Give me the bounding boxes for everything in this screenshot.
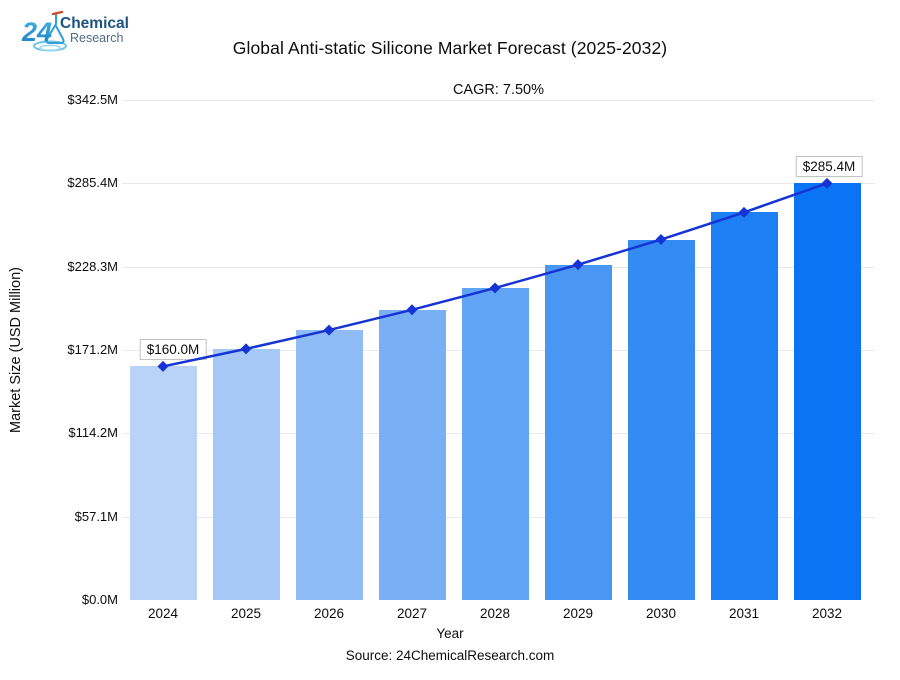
marker-2032: [821, 177, 833, 189]
bar-2027: [378, 309, 446, 600]
company-logo: 24 Chemical Research: [21, 10, 129, 52]
bar-2030: [627, 239, 695, 600]
marker-2031: [738, 206, 750, 218]
chart-title: Global Anti-static Silicone Market Forec…: [232, 38, 668, 58]
bar-2029: [544, 264, 612, 600]
marker-2024: [157, 360, 169, 372]
y-tick-label: $228.3M: [67, 258, 118, 274]
y-tick-label: $342.5M: [67, 92, 118, 107]
bar-2025: [212, 348, 280, 600]
bar-2032: [793, 183, 861, 600]
data-label-2032: $285.4M: [795, 156, 863, 178]
x-tick-label-2027: 2027: [396, 606, 428, 621]
x-tick-label-2032: 2032: [811, 606, 843, 621]
y-tick-label: $285.4M: [67, 175, 118, 191]
marker-2030: [655, 234, 667, 246]
marker-2025: [240, 343, 252, 355]
plot-area: $160.0M $285.4M: [122, 100, 875, 600]
marker-2028: [489, 282, 501, 294]
x-axis-title: Year: [436, 626, 464, 641]
trend-line: [162, 182, 828, 368]
bar-2031: [710, 212, 778, 600]
source-credit: Source: 24ChemicalResearch.com: [345, 648, 555, 663]
bar-2026: [295, 330, 363, 600]
flask-icon: [45, 10, 65, 44]
marker-2029: [572, 259, 584, 271]
y-tick-label: $0.0M: [81, 592, 118, 607]
x-tick-label-2025: 2025: [230, 606, 262, 621]
y-tick-label: $114.2M: [68, 425, 118, 441]
gridline: [122, 183, 875, 185]
logo-number: 24: [21, 17, 52, 47]
y-tick-label: $171.2M: [67, 342, 118, 358]
chart-subtitle: CAGR: 7.50%: [452, 82, 545, 98]
trend-line-layer: [157, 177, 833, 372]
x-tick-label-2029: 2029: [562, 606, 594, 621]
x-tick-label-2026: 2026: [313, 606, 345, 621]
logo-name-bottom: Research: [70, 31, 124, 45]
logo-name-top: Chemical: [60, 15, 129, 32]
x-tick-label-2028: 2028: [479, 606, 511, 621]
bar-2024: [129, 366, 197, 600]
x-tick-label-2030: 2030: [645, 606, 677, 621]
y-tick-label: $57.1M: [74, 508, 118, 524]
x-tick-label-2024: 2024: [147, 606, 179, 621]
x-tick-label-2031: 2031: [728, 606, 760, 621]
marker-2026: [323, 324, 335, 336]
gridline: [122, 100, 875, 101]
logo-swirl-icon: [33, 40, 67, 52]
marker-2027: [406, 304, 418, 316]
data-label-2024: $160.0M: [139, 339, 207, 361]
gridline: [122, 266, 875, 268]
bar-2028: [461, 288, 529, 600]
